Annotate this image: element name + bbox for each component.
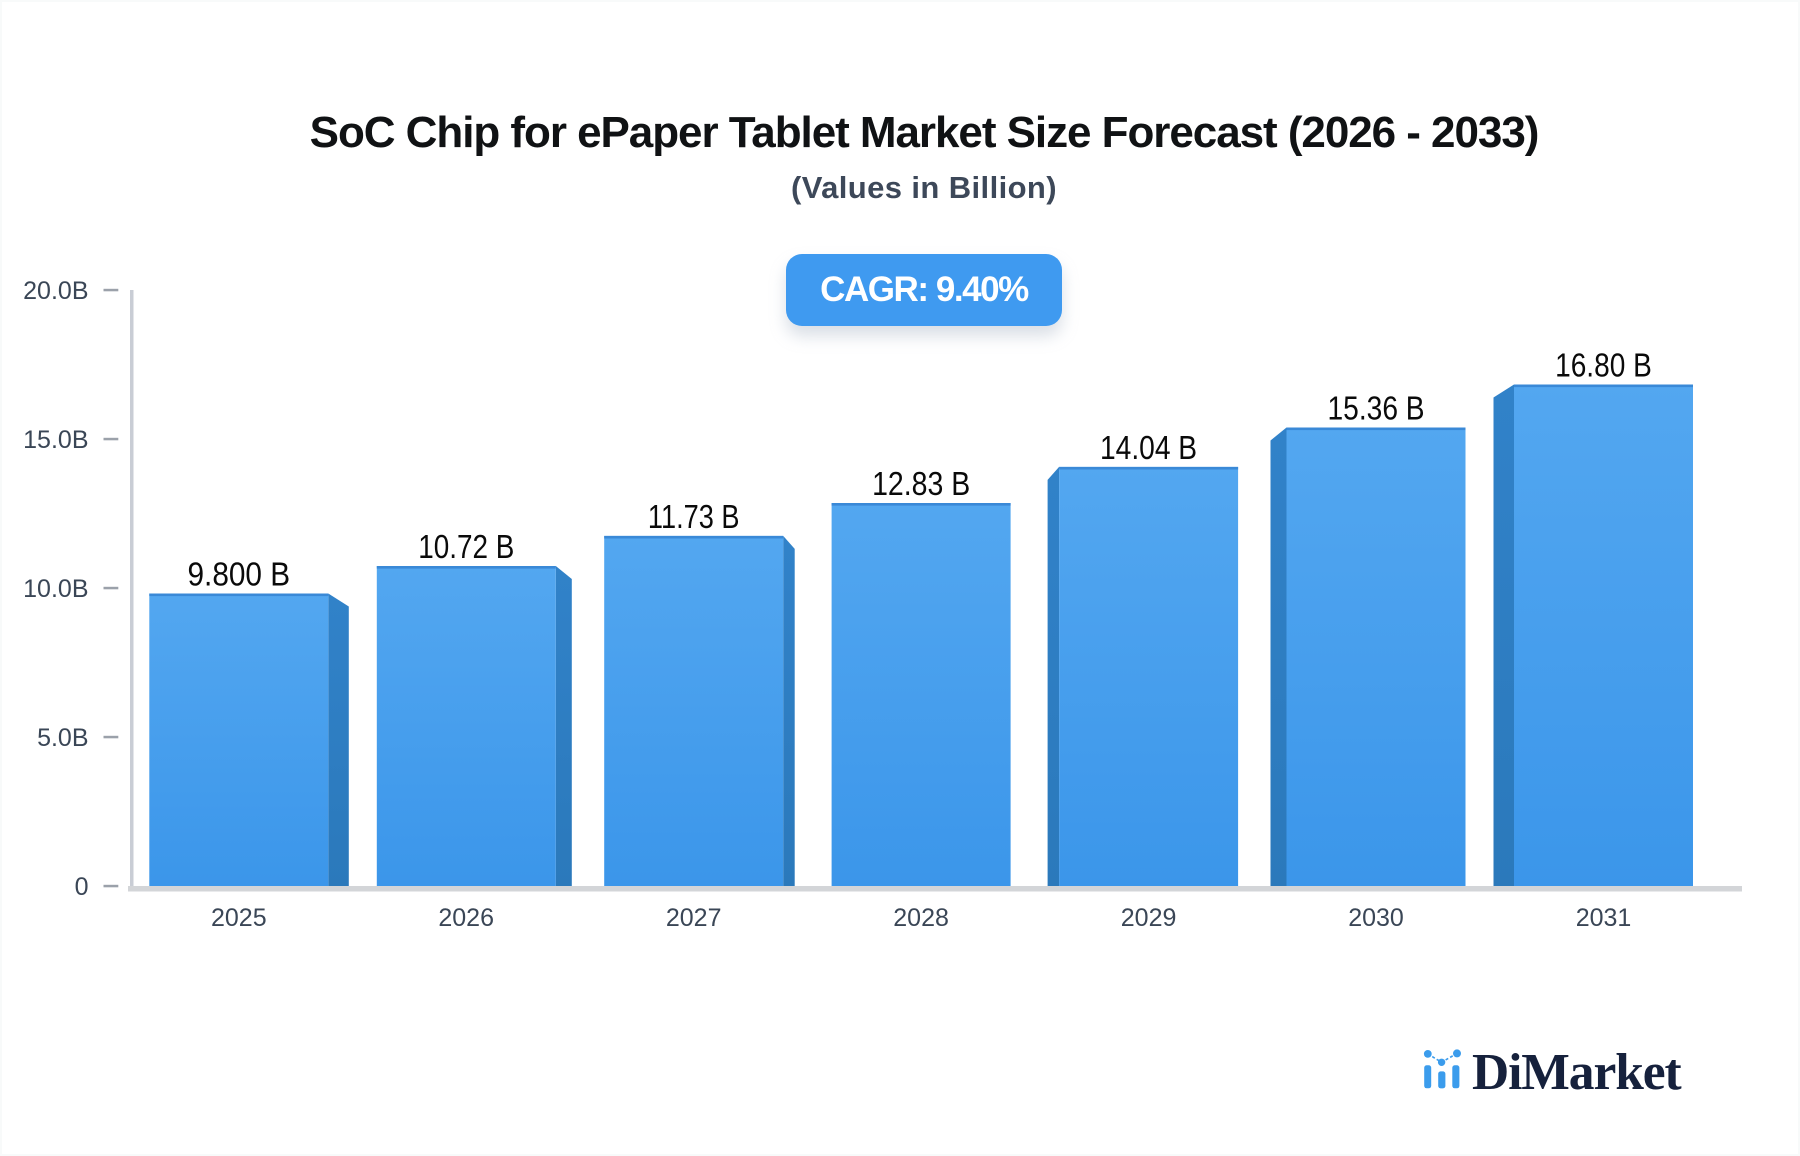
svg-text:12.83 B: 12.83 B [872, 466, 970, 503]
svg-text:14.04 B: 14.04 B [1100, 430, 1197, 467]
svg-text:11.73 B: 11.73 B [648, 499, 740, 536]
svg-text:2031: 2031 [1576, 904, 1632, 932]
svg-text:5.0B: 5.0B [37, 724, 88, 752]
svg-text:2026: 2026 [438, 904, 494, 932]
svg-text:2030: 2030 [1348, 904, 1404, 932]
svg-text:16.80 B: 16.80 B [1555, 348, 1652, 385]
svg-text:2028: 2028 [893, 904, 949, 932]
svg-text:9.800 B: 9.800 B [188, 557, 291, 594]
svg-text:2025: 2025 [211, 904, 267, 932]
svg-text:2029: 2029 [1121, 904, 1177, 932]
svg-text:0: 0 [75, 873, 89, 901]
svg-text:2027: 2027 [666, 904, 722, 932]
svg-text:15.0B: 15.0B [23, 426, 88, 454]
svg-text:20.0B: 20.0B [23, 277, 88, 305]
svg-text:DiMarket: DiMarket [1472, 1044, 1682, 1101]
svg-text:10.72 B: 10.72 B [418, 529, 514, 566]
svg-text:15.36 B: 15.36 B [1328, 391, 1425, 428]
svg-text:10.0B: 10.0B [23, 575, 88, 603]
